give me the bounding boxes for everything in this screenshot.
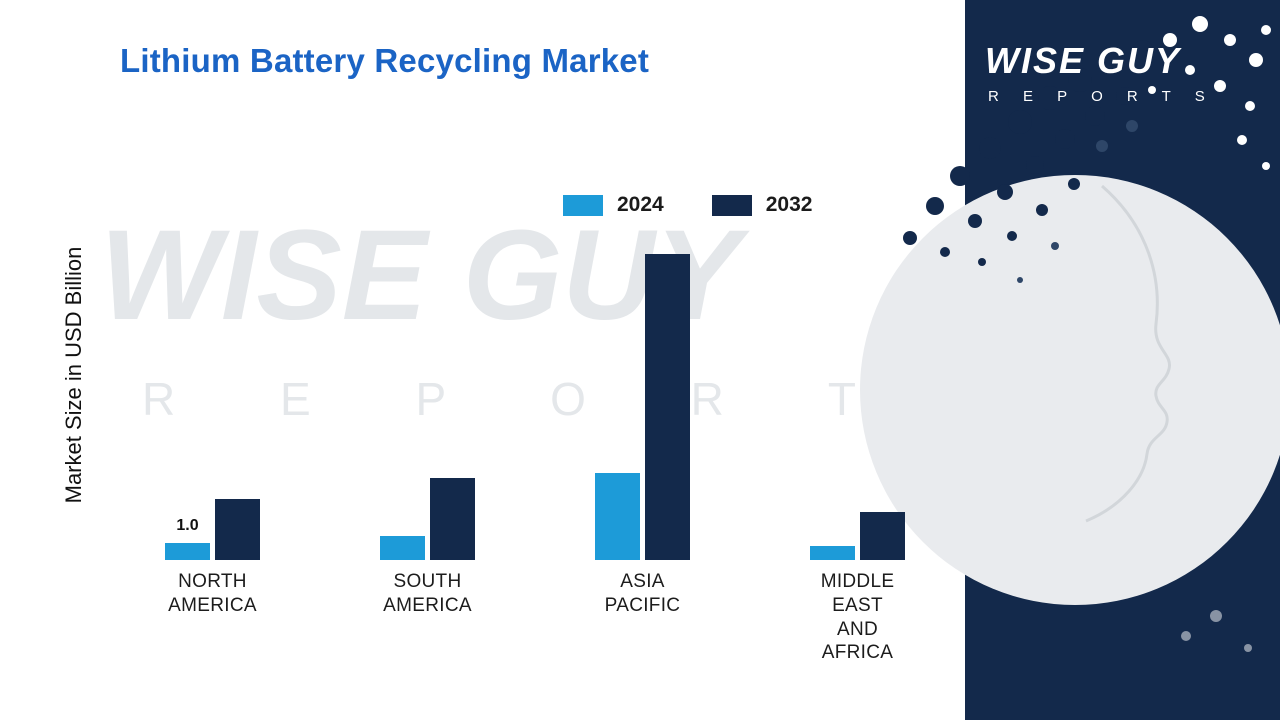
bar-2024-north-america: 1.0 — [165, 517, 210, 560]
category-label-asia-pacific: ASIA PACIFIC — [604, 571, 681, 616]
bars-asia-pacific — [535, 240, 750, 560]
legend-swatch-2024 — [563, 194, 603, 216]
bar-2024-south-america — [380, 536, 425, 560]
category-label-south-america: SOUTH AMERICA — [383, 571, 472, 616]
legend-item-2024: 2024 — [563, 193, 664, 217]
watermark-reports-text: R E P O R T S — [142, 373, 1037, 425]
page-title: Lithium Battery Recycling Market — [120, 42, 650, 79]
bars-north-america: 1.0 — [105, 240, 320, 560]
bar-2032-middle-east-and-africa — [860, 512, 905, 560]
legend-label-2032: 2032 — [765, 193, 813, 216]
bar-chart: 1.0 NORTH AMERICA SOUTH AMERICA ASIA PACIFIC MI… — [105, 240, 965, 665]
legend-label-2024: 2024 — [617, 193, 664, 216]
bar-group-asia-pacific: ASIA PACIFIC — [535, 240, 750, 665]
bar-2032-south-america — [430, 478, 475, 560]
brand-logo: WISE GUY R E P O R T S — [985, 40, 1215, 105]
bar-group-middle-east-and-africa: MIDDLE EAST AND AFRICA — [750, 240, 965, 665]
bars-south-america — [320, 240, 535, 560]
watermark-brand-text: WISE GUY — [100, 204, 741, 347]
bar-2032-asia-pacific — [645, 254, 690, 560]
legend-item-2032: 2032 — [711, 193, 813, 217]
category-label-north-america: NORTH AMERICA — [168, 571, 257, 616]
bar-2024-middle-east-and-africa — [810, 546, 855, 560]
brand-reports-text: R E P O R T S — [988, 88, 1215, 105]
watermark: WISE GUY R E P O R T S — [100, 204, 1037, 426]
bar-2032-north-america — [215, 499, 260, 560]
wiseguy-head-graphic — [860, 0, 1280, 720]
brand-name-text: WISE GUY — [985, 40, 1182, 81]
chart-legend: 2024 2032 — [563, 193, 812, 217]
category-label-middle-east-and-africa: MIDDLE EAST AND AFRICA — [820, 571, 895, 664]
bar-group-north-america: 1.0 NORTH AMERICA — [105, 240, 320, 665]
bar-value-label: 1.0 — [176, 517, 199, 534]
brand-panel — [850, 0, 1280, 720]
bars-middle-east-and-africa — [750, 240, 965, 560]
bar-2024-asia-pacific — [595, 473, 640, 560]
y-axis-label: Market Size in USD Billion — [61, 246, 86, 504]
legend-swatch-2032 — [711, 194, 752, 216]
bar-group-south-america: SOUTH AMERICA — [320, 240, 535, 665]
